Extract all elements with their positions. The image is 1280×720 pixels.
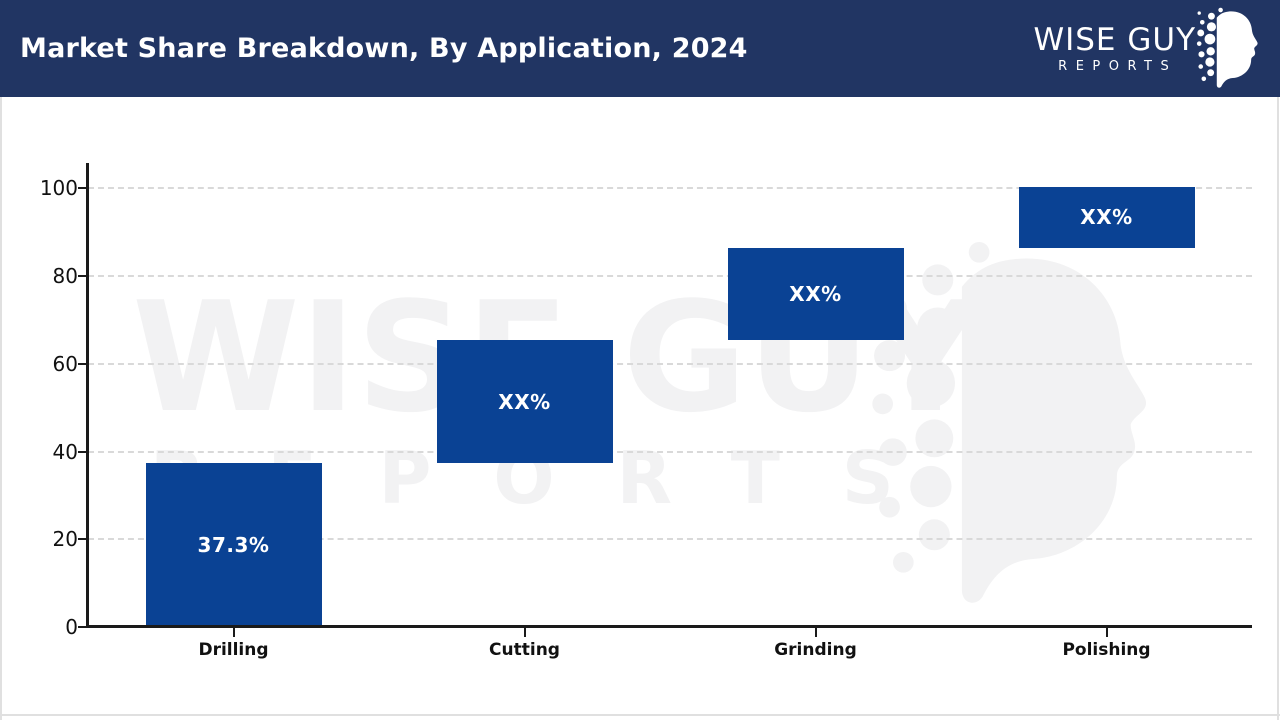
bar-drilling: 37.3%: [145, 463, 322, 627]
y-tick-label-60: 60: [52, 351, 78, 376]
figure-border-bottom: [0, 714, 1280, 716]
bar-value-label-drilling: 37.3%: [197, 533, 270, 558]
head-logo-icon: [1196, 7, 1258, 88]
bar-grinding: XX%: [727, 247, 904, 341]
bar-value-label-polishing: XX%: [1080, 205, 1133, 230]
x-tick-label-polishing: Polishing: [1062, 640, 1151, 660]
bar-cutting: XX%: [436, 340, 613, 464]
y-tick-mark-100: [78, 187, 87, 190]
x-tick-label-drilling: Drilling: [198, 640, 269, 660]
y-tick-label-100: 100: [39, 176, 78, 201]
y-tick-mark-80: [78, 275, 87, 278]
gridline-40: [88, 450, 1252, 453]
x-tick-label-cutting: Cutting: [489, 640, 560, 660]
y-tick-label-20: 20: [52, 527, 78, 552]
y-tick-label-80: 80: [52, 264, 78, 289]
header-band: Market Share Breakdown, By Application, …: [0, 0, 1280, 97]
x-axis-spine: [86, 625, 1252, 628]
gridline-60: [88, 362, 1252, 365]
y-tick-mark-40: [78, 450, 87, 453]
chart-title: Market Share Breakdown, By Application, …: [20, 33, 748, 64]
x-tick-mark-cutting: [523, 628, 526, 637]
bar-value-label-grinding: XX%: [789, 281, 842, 306]
bar-value-label-cutting: XX%: [498, 389, 551, 414]
y-axis-spine: [86, 163, 89, 628]
y-tick-mark-0: [78, 626, 87, 628]
brand-name: WISE GUY: [1033, 22, 1196, 58]
x-tick-mark-grinding: [814, 628, 817, 637]
watermark-head-icon: [872, 242, 1147, 603]
gridline-80: [88, 275, 1252, 278]
x-tick-label-grinding: Grinding: [774, 640, 857, 660]
figure-border-right: [1277, 97, 1279, 720]
brand-logo: WISE GUY REPORTS: [1016, 6, 1266, 92]
bar-polishing: XX%: [1018, 186, 1195, 248]
gridline-20: [88, 538, 1252, 541]
brand-subtitle: REPORTS: [1058, 59, 1178, 74]
x-tick-mark-polishing: [1105, 628, 1108, 637]
gridline-100: [88, 187, 1252, 190]
figure-border-left: [0, 97, 2, 720]
brand-logo-text: WISE GUY REPORTS: [1033, 22, 1196, 74]
y-tick-mark-20: [78, 538, 87, 541]
x-tick-mark-drilling: [232, 628, 235, 637]
y-tick-label-40: 40: [52, 439, 78, 464]
y-tick-mark-60: [78, 362, 87, 365]
y-tick-label-0: 0: [65, 615, 78, 639]
